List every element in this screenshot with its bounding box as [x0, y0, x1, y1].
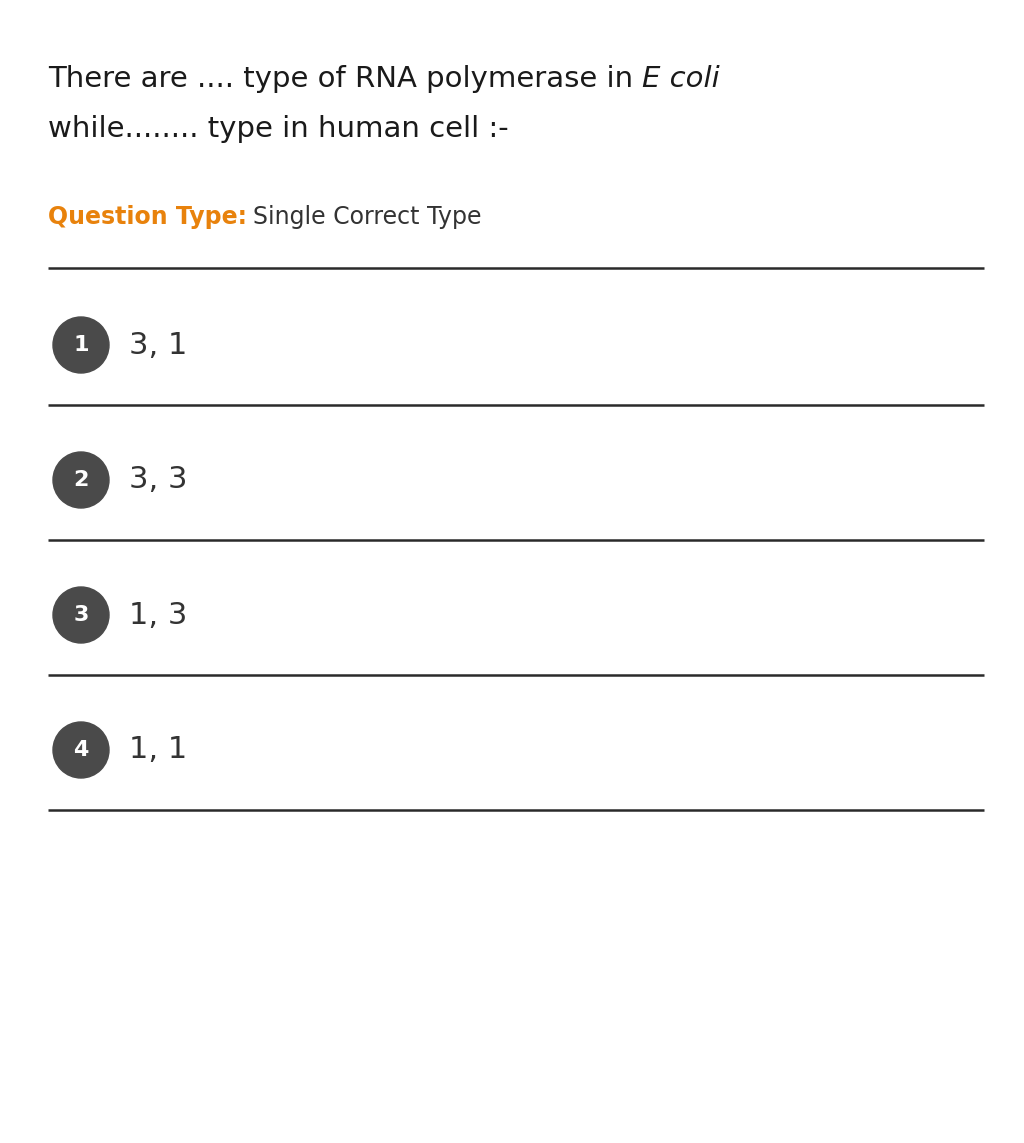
Text: 2: 2	[74, 470, 89, 490]
Text: while........ type in human cell :-: while........ type in human cell :-	[48, 115, 509, 143]
Text: Question Type:: Question Type:	[48, 205, 247, 229]
Circle shape	[53, 317, 109, 373]
Text: 1, 1: 1, 1	[129, 735, 187, 765]
Text: 4: 4	[74, 740, 89, 760]
Text: 1, 3: 1, 3	[129, 600, 187, 630]
Text: There are .... type of RNA polymerase in: There are .... type of RNA polymerase in	[48, 65, 642, 93]
Circle shape	[53, 451, 109, 507]
Text: 3, 1: 3, 1	[129, 330, 187, 360]
Text: Single Correct Type: Single Correct Type	[253, 205, 481, 229]
Text: 3, 3: 3, 3	[129, 465, 187, 495]
Text: 3: 3	[74, 605, 89, 625]
Circle shape	[53, 588, 109, 644]
Text: 1: 1	[74, 335, 89, 355]
Circle shape	[53, 722, 109, 778]
Text: E coli: E coli	[642, 65, 720, 93]
